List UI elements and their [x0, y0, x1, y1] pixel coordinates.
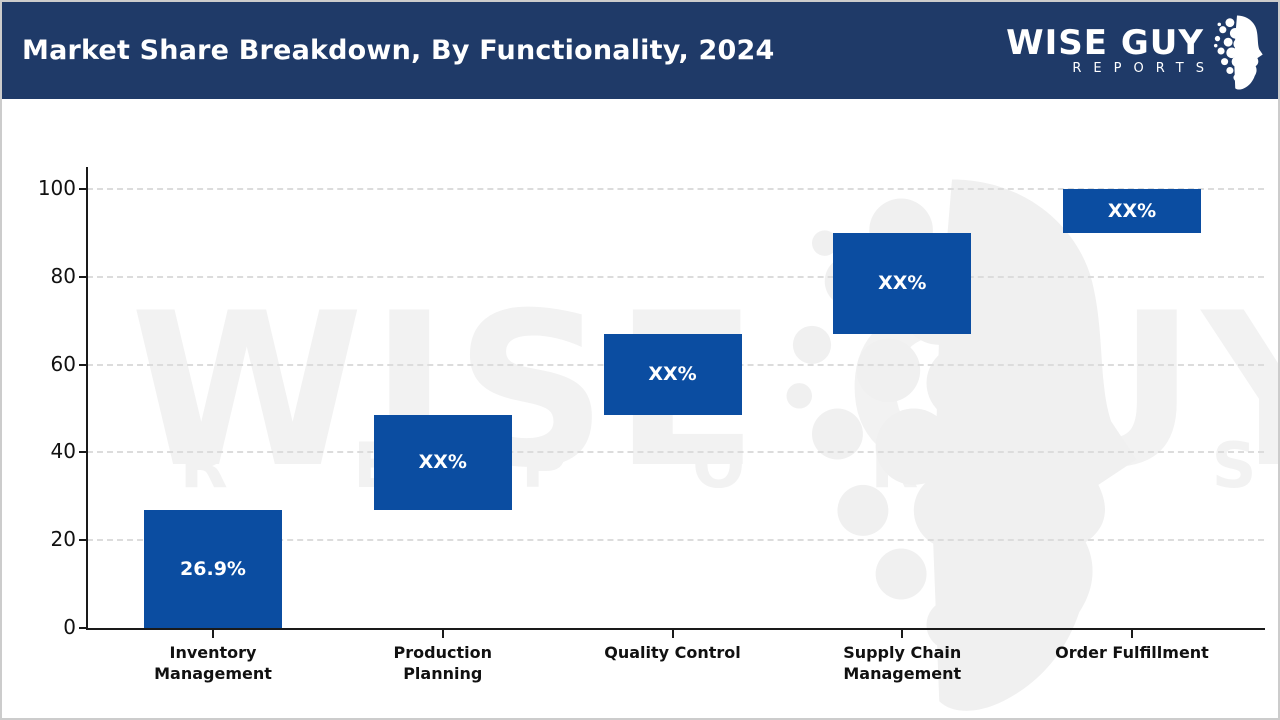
x-axis-label: Quality Control	[604, 643, 741, 662]
gridline-40	[87, 451, 1264, 454]
x-axis-label: Supply Chain Management	[843, 643, 962, 683]
gridline-20	[87, 539, 1264, 542]
y-axis-label: 40	[50, 439, 76, 464]
y-axis-tick	[79, 539, 87, 542]
brand-name: WISE GUY	[1006, 22, 1204, 63]
x-axis-tick	[212, 630, 214, 638]
y-axis-tick	[79, 275, 87, 278]
wise-guy-face-icon	[1213, 15, 1263, 90]
bar-4: XX%	[833, 232, 972, 334]
bar-1: 26.9%	[144, 509, 282, 628]
bar-3: XX%	[603, 333, 742, 416]
y-axis-label: 20	[50, 527, 76, 552]
x-axis-label: Inventory Management	[154, 643, 272, 683]
brand-subtitle: REPORTS	[1072, 60, 1216, 76]
y-axis-label: 60	[50, 351, 76, 376]
y-axis-label: 100	[37, 176, 76, 200]
bar-value-label: XX%	[648, 363, 697, 386]
gridline-100	[87, 188, 1264, 190]
x-axis-tick	[1131, 630, 1133, 638]
header: Market Share Breakdown, By Functionality…	[2, 2, 1278, 99]
x-axis-tick	[671, 630, 674, 638]
x-axis-tick	[441, 630, 444, 638]
chart-area: WISE GUY R E P O R T S 02040608010026.9%…	[2, 99, 1278, 718]
bar-value-label: 26.9%	[180, 557, 246, 580]
x-axis-tick	[901, 630, 904, 638]
y-axis-tick	[79, 451, 87, 454]
bar-value-label: XX%	[1107, 199, 1157, 222]
x-axis-label: Order Fulfillment	[1055, 643, 1209, 662]
y-axis-tick	[79, 188, 87, 190]
x-axis-line	[86, 628, 1265, 630]
y-axis-tick	[79, 627, 87, 629]
y-axis-tick	[79, 363, 87, 366]
brand-logo-text: WISE GUY REPORTS	[1006, 25, 1204, 77]
bar-value-label: XX%	[878, 272, 927, 295]
y-axis-label: 80	[50, 263, 76, 288]
bar-2: XX%	[373, 415, 512, 510]
bar-5: XX%	[1063, 189, 1201, 233]
x-axis-label: Production Planning	[393, 643, 492, 683]
y-axis-line	[86, 167, 88, 630]
gridline-80	[87, 275, 1264, 278]
brand-logo: WISE GUY REPORTS	[1006, 12, 1264, 90]
bar-value-label: XX%	[418, 451, 467, 474]
page-title: Market Share Breakdown, By Functionality…	[22, 35, 775, 66]
y-axis-label: 0	[63, 615, 76, 639]
